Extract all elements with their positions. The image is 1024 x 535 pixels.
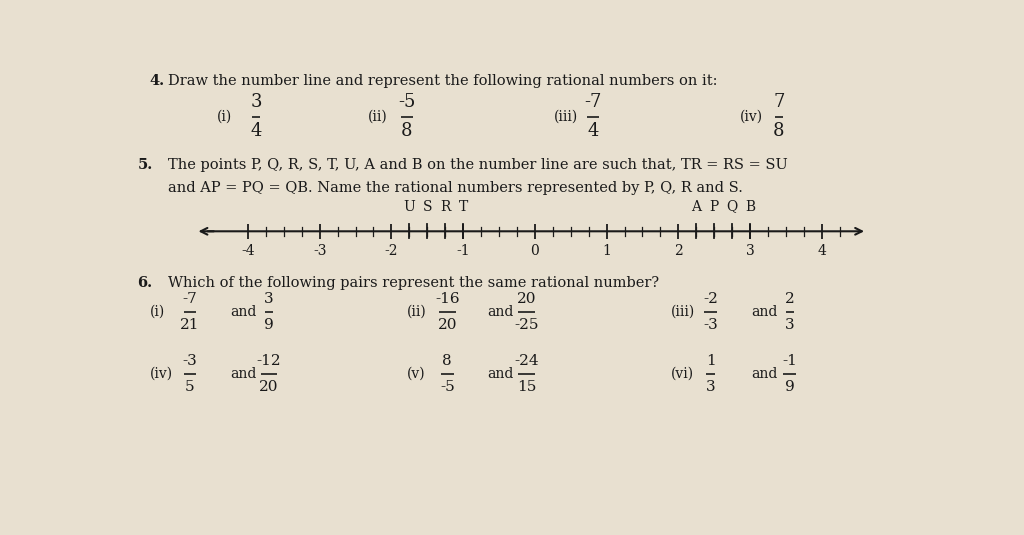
Text: -3: -3	[182, 354, 198, 368]
Text: -3: -3	[313, 244, 327, 258]
Text: and: and	[751, 366, 777, 381]
Text: S: S	[423, 200, 432, 213]
Text: 5.: 5.	[137, 158, 153, 172]
Text: (i): (i)	[217, 110, 232, 124]
Text: 15: 15	[517, 379, 536, 394]
Text: 4: 4	[250, 123, 261, 140]
Text: B: B	[745, 200, 755, 213]
Text: (iii): (iii)	[671, 305, 694, 319]
Text: (i): (i)	[150, 305, 165, 319]
Text: 0: 0	[530, 244, 540, 258]
Text: 8: 8	[773, 123, 784, 140]
Text: 21: 21	[180, 318, 200, 332]
Text: -1: -1	[782, 354, 798, 368]
Text: and: and	[751, 305, 777, 319]
Text: -5: -5	[440, 379, 455, 394]
Text: (iii): (iii)	[554, 110, 579, 124]
Text: R: R	[440, 200, 451, 213]
Text: -7: -7	[585, 93, 602, 111]
Text: 1: 1	[602, 244, 611, 258]
Text: Draw the number line and represent the following rational numbers on it:: Draw the number line and represent the f…	[168, 74, 718, 88]
Text: 7: 7	[773, 93, 784, 111]
Text: (v): (v)	[407, 366, 426, 381]
Text: Which of the following pairs represent the same rational number?: Which of the following pairs represent t…	[168, 276, 659, 290]
Text: A: A	[691, 200, 701, 213]
Text: U: U	[403, 200, 415, 213]
Text: 3: 3	[250, 93, 261, 111]
Text: (iv): (iv)	[740, 110, 763, 124]
Text: (ii): (ii)	[369, 110, 388, 124]
Text: Q: Q	[726, 200, 737, 213]
Text: 3: 3	[745, 244, 755, 258]
Text: 2: 2	[674, 244, 683, 258]
Text: -12: -12	[257, 354, 282, 368]
Text: -2: -2	[385, 244, 398, 258]
Text: P: P	[710, 200, 719, 213]
Text: 20: 20	[259, 379, 279, 394]
Text: -1: -1	[457, 244, 470, 258]
Text: 4.: 4.	[150, 74, 165, 88]
Text: (vi): (vi)	[671, 366, 693, 381]
Text: 3: 3	[785, 318, 795, 332]
Text: 6.: 6.	[137, 276, 153, 290]
Text: 5: 5	[185, 379, 195, 394]
Text: and: and	[487, 305, 514, 319]
Text: and: and	[230, 305, 257, 319]
Text: 8: 8	[401, 123, 413, 140]
Text: 20: 20	[437, 318, 457, 332]
Text: -25: -25	[514, 318, 539, 332]
Text: -4: -4	[241, 244, 255, 258]
Text: 20: 20	[516, 292, 537, 307]
Text: 9: 9	[785, 379, 795, 394]
Text: 4: 4	[588, 123, 599, 140]
Text: 4: 4	[817, 244, 826, 258]
Text: -5: -5	[398, 93, 416, 111]
Text: -2: -2	[703, 292, 718, 307]
Text: -16: -16	[435, 292, 460, 307]
Text: and: and	[487, 366, 514, 381]
Text: T: T	[459, 200, 468, 213]
Text: 3: 3	[264, 292, 273, 307]
Text: 3: 3	[706, 379, 716, 394]
Text: 8: 8	[442, 354, 453, 368]
Text: -7: -7	[182, 292, 198, 307]
Text: The points P, Q, R, S, T, U, A and B on the number line are such that, TR = RS =: The points P, Q, R, S, T, U, A and B on …	[168, 158, 788, 172]
Text: and AP = PQ = QB. Name the rational numbers represented by P, Q, R and S.: and AP = PQ = QB. Name the rational numb…	[168, 181, 743, 195]
Text: -24: -24	[514, 354, 539, 368]
Text: 2: 2	[785, 292, 795, 307]
Text: (ii): (ii)	[407, 305, 427, 319]
Text: 9: 9	[264, 318, 274, 332]
Text: (iv): (iv)	[150, 366, 173, 381]
Text: 1: 1	[706, 354, 716, 368]
Text: and: and	[230, 366, 257, 381]
Text: -3: -3	[703, 318, 718, 332]
